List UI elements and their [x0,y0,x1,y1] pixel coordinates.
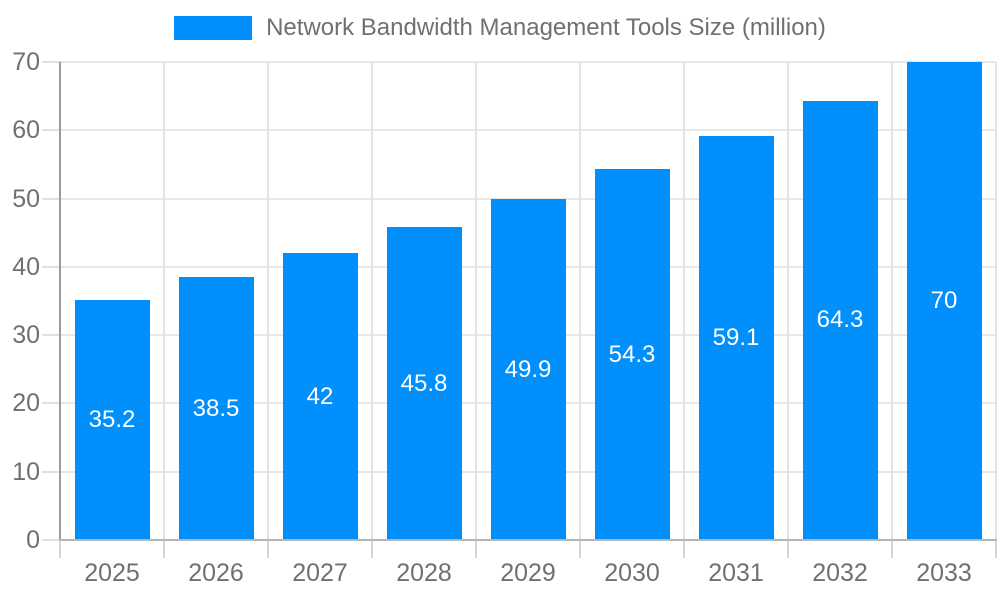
vertical-gridline [163,62,165,540]
x-axis-line [59,539,997,541]
bar[interactable] [282,253,358,540]
x-axis-tick [475,541,477,558]
y-axis-tick [42,539,60,541]
x-axis-label: 2030 [604,559,660,587]
vertical-gridline [475,62,477,540]
legend: Network Bandwidth Management Tools Size … [0,14,1000,42]
bar[interactable] [178,277,254,540]
vertical-gridline [787,62,789,540]
horizontal-gridline [60,61,996,63]
x-axis-label: 2033 [916,559,972,587]
y-axis-tick [42,265,60,268]
bar[interactable] [802,100,878,540]
y-axis-tick [42,129,60,132]
y-axis-tick [42,61,60,63]
legend-swatch-icon [174,16,253,40]
x-axis-label: 2029 [500,559,556,587]
bar[interactable] [74,299,150,540]
y-axis-label: 60 [12,116,40,145]
bar[interactable] [906,62,982,540]
x-axis-tick [683,541,685,558]
x-axis-label: 2028 [396,559,452,587]
y-axis-label: 50 [12,184,40,213]
vertical-gridline [579,62,581,540]
x-axis-tick [371,541,373,558]
x-axis-tick [579,541,581,558]
vertical-gridline [267,62,269,540]
y-axis-label: 40 [12,252,40,281]
x-axis-tick [787,541,789,558]
legend-item[interactable]: Network Bandwidth Management Tools Size … [174,14,826,42]
x-axis-label: 2032 [812,559,868,587]
x-axis-tick [59,541,61,558]
bar[interactable] [490,199,566,540]
horizontal-gridline [60,129,996,132]
x-axis-label: 2031 [708,559,764,587]
y-axis-tick [42,197,60,200]
y-axis-tick [42,402,60,405]
x-axis-tick [267,541,269,558]
y-axis-tick [42,334,60,337]
y-axis-label: 10 [12,457,40,486]
horizontal-gridline [60,197,996,200]
y-axis-tick [42,470,60,473]
x-axis-tick [995,541,997,558]
y-axis-line [59,62,61,540]
vertical-gridline [371,62,373,540]
x-axis-tick [891,541,893,558]
bar[interactable] [386,227,462,540]
vertical-gridline [891,62,893,540]
x-axis-label: 2026 [188,559,244,587]
x-axis-label: 2025 [84,559,140,587]
bar[interactable] [594,169,670,540]
y-axis-label: 0 [26,526,40,554]
plot-area: 35.2 38.5 42 45.8 49.9 54.3 59.1 64.3 70 [60,61,997,540]
y-axis-label: 20 [12,389,40,418]
y-axis-label: 30 [12,321,40,350]
vertical-gridline [683,62,685,540]
vertical-gridline [995,62,997,540]
x-axis-tick [163,541,165,558]
bar[interactable] [698,136,774,540]
y-axis-label: 70 [12,48,40,76]
legend-label: Network Bandwidth Management Tools Size … [266,14,826,41]
x-axis-label: 2027 [292,559,348,587]
